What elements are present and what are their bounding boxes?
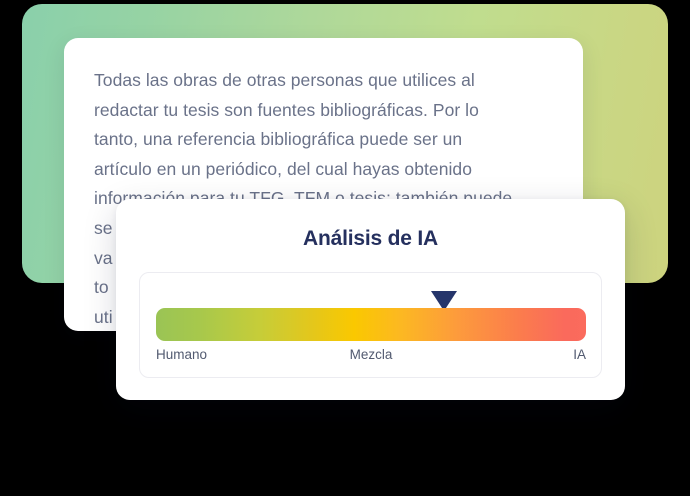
- gauge-label-mixed: Mezcla: [349, 347, 393, 362]
- paragraph-line: se: [94, 217, 113, 238]
- paragraph-line: to: [94, 277, 109, 298]
- paragraph-line: va: [94, 247, 113, 268]
- paragraph-line: Todas las obras de otras personas que ut…: [94, 70, 475, 90]
- ai-analysis-card: Análisis de IA Humano Mezcla IA: [116, 199, 625, 400]
- paragraph-line: uti: [94, 306, 113, 327]
- ai-analysis-title: Análisis de IA: [303, 227, 438, 250]
- ai-probability-gauge[interactable]: Humano Mezcla IA: [156, 291, 586, 363]
- gauge-label-ai: IA: [573, 347, 586, 362]
- ai-analysis-panel: Humano Mezcla IA: [139, 272, 602, 378]
- gauge-label-human: Humano: [156, 347, 208, 362]
- paragraph-line: redactar tu tesis son fuentes bibliográf…: [94, 99, 479, 120]
- paragraph-line: artículo en un periódico, del cual hayas…: [94, 158, 472, 179]
- paragraph-line: tanto, una referencia bibliográfica pued…: [94, 129, 463, 150]
- gauge-marker-icon: [431, 291, 458, 311]
- gauge-gradient-bar[interactable]: [156, 308, 586, 341]
